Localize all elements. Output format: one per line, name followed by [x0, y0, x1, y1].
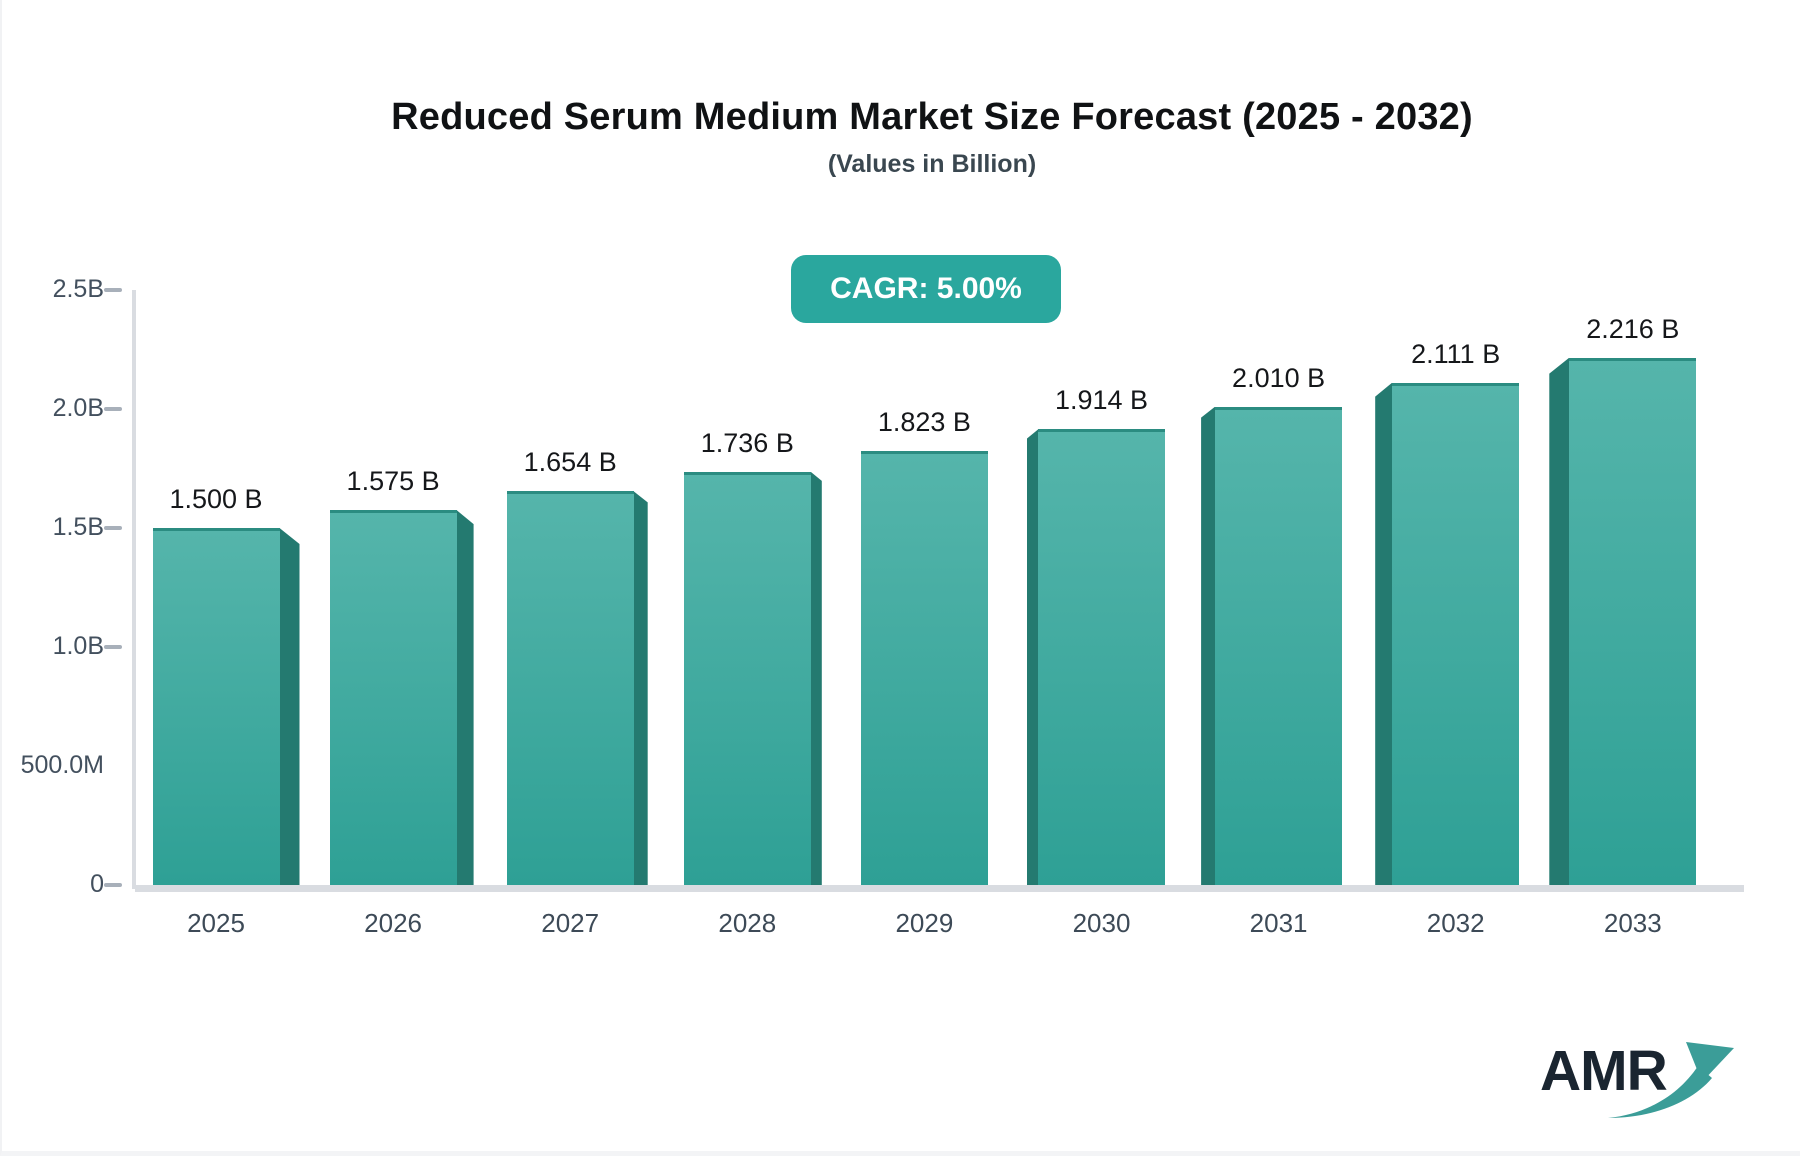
bar-side-face: [633, 491, 648, 885]
bar: [1215, 406, 1343, 885]
bar-value-label: 1.823 B: [877, 407, 971, 438]
bar-value-label: 2.010 B: [1232, 362, 1326, 393]
bar-value-label: 2.216 B: [1586, 313, 1680, 344]
y-tick-label: 2.5B: [52, 275, 104, 303]
y-tick-label: 1.0B: [52, 632, 104, 660]
bar-value-label: 1.914 B: [1054, 385, 1149, 416]
bar: [860, 451, 988, 885]
y-tick-label: 500.0M: [20, 751, 104, 779]
bar-value-label: 1.736 B: [700, 427, 794, 458]
y-tick-label: 0: [90, 870, 104, 898]
y-tick-dash: [104, 883, 122, 887]
x-axis-label: 2025: [187, 908, 245, 938]
chart-subtitle: (Values in Billion): [827, 150, 1037, 178]
trend-up-arrow-icon: [1608, 1042, 1734, 1118]
x-axis-label: 2027: [541, 908, 600, 938]
x-axis-label: 2026: [364, 908, 423, 938]
bar-value-label: 1.500 B: [169, 484, 263, 514]
y-tick-dash: [104, 526, 122, 530]
x-axis-label: 2031: [1249, 908, 1308, 938]
cagr-badge: CAGR: 5.00%: [791, 255, 1061, 323]
bar-side-face: [1201, 406, 1216, 885]
x-axis-label: 2030: [1072, 908, 1131, 938]
x-axis-label: 2033: [1603, 908, 1662, 938]
y-tick-label: 1.5B: [52, 513, 104, 541]
bar: [506, 491, 634, 885]
bar: [683, 471, 811, 885]
bar: [1569, 357, 1697, 885]
bar-side-face: [1027, 429, 1038, 885]
bar-side-face: [810, 471, 822, 885]
x-axis-label: 2028: [718, 908, 777, 938]
chart-title: Reduced Serum Medium Market Size Forecas…: [391, 96, 1473, 138]
bar-value-label: 2.111 B: [1411, 338, 1501, 369]
amr-logo-text: AMR: [1540, 1039, 1668, 1103]
bar-side-face: [456, 510, 474, 885]
bar: [1392, 382, 1520, 885]
bar: [1038, 429, 1165, 885]
bar-value-label: 1.575 B: [346, 466, 440, 497]
bar-side-face: [1549, 357, 1570, 885]
bar-value-label: 1.654 B: [523, 447, 617, 478]
arrow-swoosh: [1608, 1066, 1712, 1118]
y-tick-dash: [104, 407, 122, 411]
cagr-badge-label: CAGR: 5.00%: [830, 272, 1022, 305]
x-axis-label: 2032: [1426, 908, 1485, 938]
bar: [152, 528, 280, 885]
amr-logo: AMR: [1540, 1030, 1740, 1120]
bar-side-face: [1375, 382, 1393, 885]
x-axis-label: 2029: [895, 908, 954, 938]
arrow-head: [1686, 1042, 1734, 1082]
y-tick-label: 2.0B: [52, 394, 104, 422]
y-axis-line: [132, 290, 136, 889]
bar: [329, 510, 457, 885]
y-tick-dash: [104, 288, 122, 292]
bar-side-face: [279, 528, 300, 885]
y-tick-dash: [104, 645, 122, 649]
x-axis-baseline: [135, 885, 1744, 892]
